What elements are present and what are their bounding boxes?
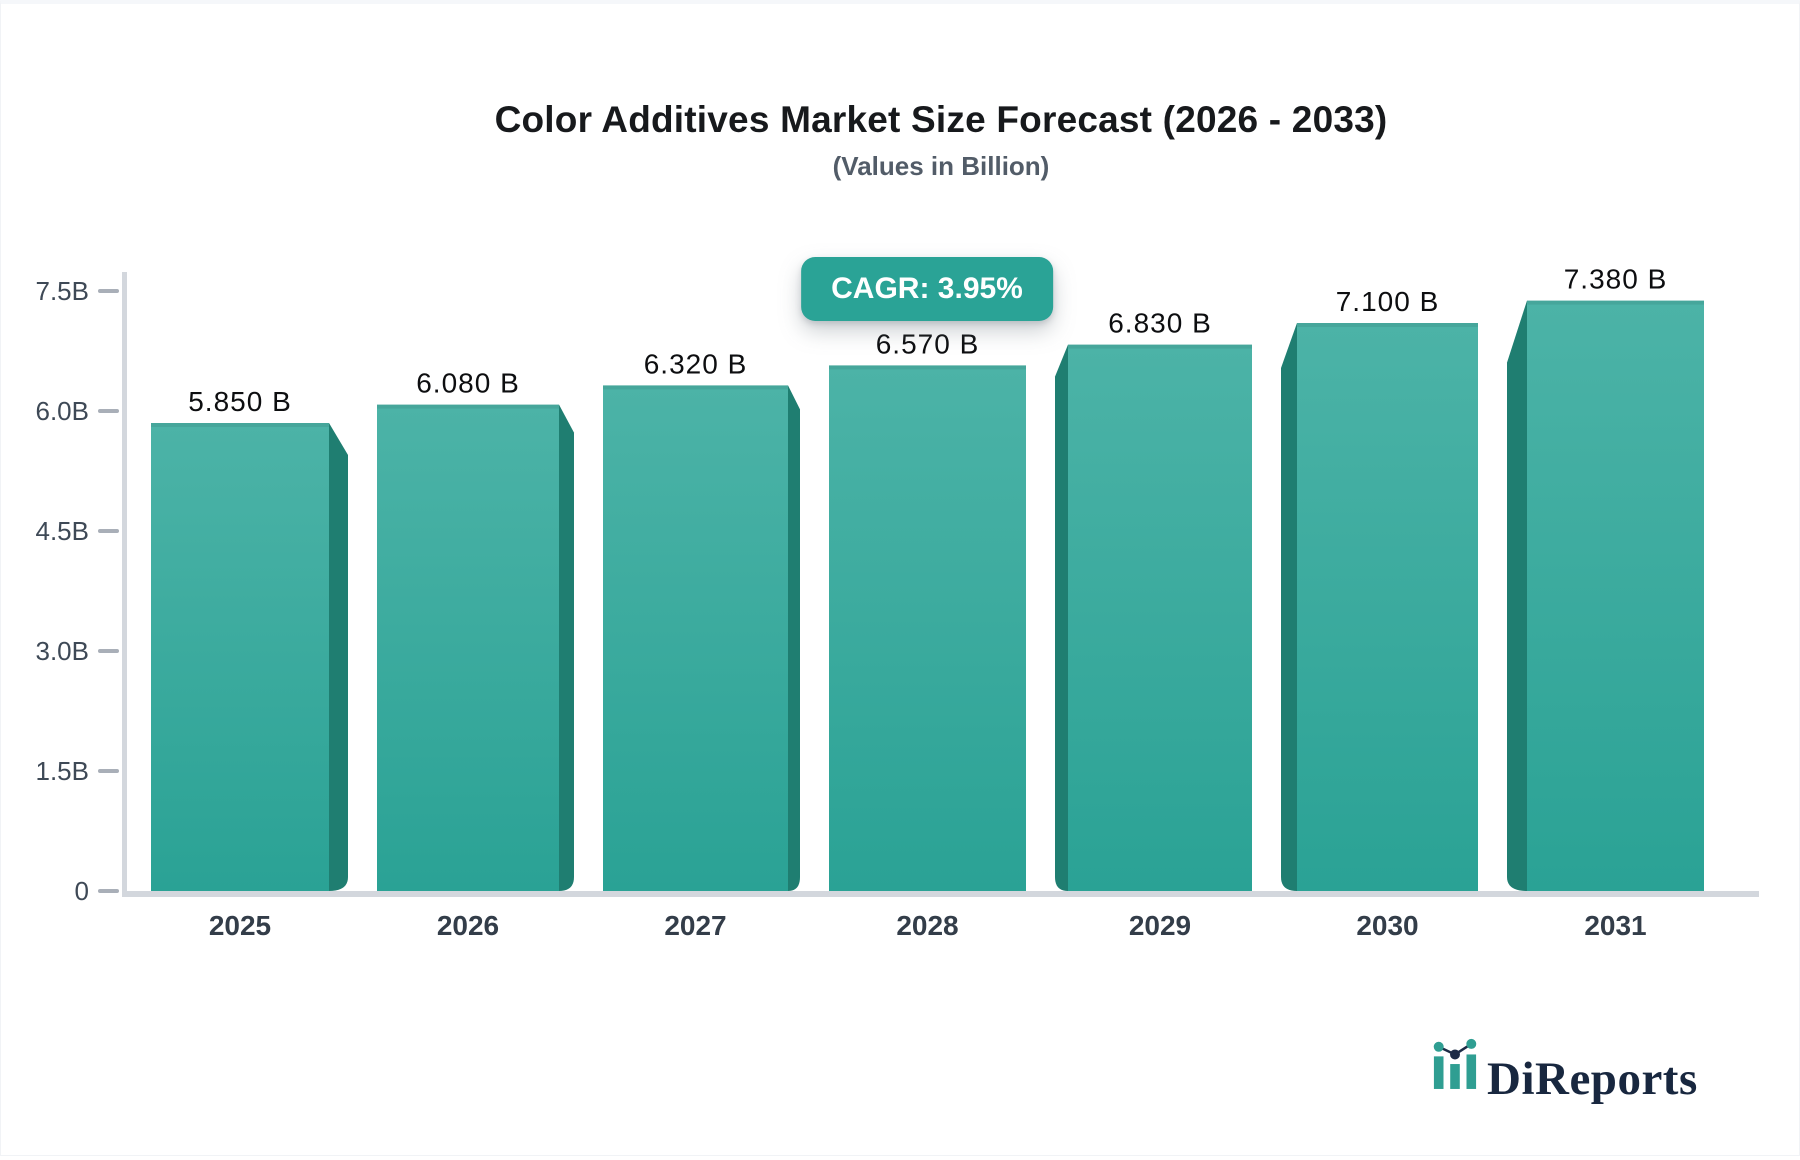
bar-side-bevel: [788, 385, 800, 891]
brand-logo-icon: [1433, 1038, 1477, 1089]
bar-top-edge: [1068, 344, 1252, 349]
y-axis-tick-label: 4.5B: [36, 516, 90, 546]
logo-dot-left: [1433, 1041, 1444, 1052]
y-axis-tick-label: 3.0B: [36, 636, 90, 666]
bar-value-label: 6.320 B: [644, 348, 748, 379]
bar-value-label: 7.100 B: [1336, 286, 1440, 317]
logo-bar-middle: [1450, 1064, 1460, 1089]
x-axis-label: 2030: [1356, 910, 1418, 941]
bar-value-label: 6.080 B: [416, 368, 520, 399]
bar: [603, 385, 788, 892]
logo-bar-right: [1466, 1054, 1477, 1089]
y-axis-line: [122, 272, 127, 897]
bar: [377, 404, 559, 892]
x-axis-line: [122, 891, 1759, 897]
bar-top-edge: [603, 385, 788, 390]
bar-group-2025: 5.850 B 2025: [151, 386, 348, 941]
y-axis-tick: [98, 289, 119, 293]
bar-side-bevel: [1055, 344, 1068, 892]
bar-side-bevel: [1281, 323, 1297, 891]
bar-top-edge: [829, 365, 1026, 370]
bar: [1527, 300, 1704, 893]
bar-group-2029: 6.830 B 2029: [1055, 308, 1252, 941]
bar-group-2030: 7.100 B 2030: [1281, 286, 1478, 941]
x-axis-label: 2026: [437, 910, 499, 941]
bar-chart-canvas: 0 1.5B 3.0B 4.5B 6.0B 7.5B 5.850 B 2025 6.080 B 2…: [36, 264, 1759, 941]
cagr-badge: CAGR: 3.95%: [801, 257, 1053, 321]
y-axis-tick-label: 7.5B: [36, 276, 90, 306]
bar-top-edge: [1297, 323, 1478, 327]
chart-subtitle: (Values in Billion): [832, 151, 1050, 181]
x-axis-label: 2031: [1584, 910, 1646, 941]
bar-value-label: 6.830 B: [1108, 308, 1212, 339]
logo-bar-left: [1433, 1056, 1444, 1089]
bar-top-edge: [1527, 300, 1704, 305]
bar: [1068, 344, 1252, 893]
x-axis-label: 2028: [896, 910, 958, 941]
y-axis-tick: [98, 769, 119, 773]
brand-logo: DiReports: [1432, 1038, 1698, 1104]
bar-value-label: 7.380 B: [1564, 264, 1668, 295]
y-axis-tick-label: 6.0B: [36, 396, 90, 426]
y-axis-tick: [98, 649, 119, 653]
brand-logo-text: DiReports: [1487, 1052, 1698, 1105]
bar: [151, 423, 329, 892]
bar-top-edge: [377, 404, 559, 409]
logo-dot-middle: [1450, 1049, 1460, 1060]
bar-side-bevel: [559, 404, 574, 891]
logo-dot-right: [1466, 1038, 1477, 1049]
y-axis-tick-label: 1.5B: [36, 756, 90, 786]
bar-side-bevel: [1507, 300, 1527, 892]
x-axis-label: 2029: [1129, 910, 1191, 941]
bar-side-bevel: [329, 423, 348, 891]
y-axis-tick: [98, 529, 119, 533]
y-axis-tick-label: 0: [75, 876, 89, 906]
bar-value-label: 6.570 B: [876, 328, 980, 359]
x-axis-label: 2027: [664, 910, 726, 941]
y-axis-tick: [98, 889, 119, 893]
bar-group-2028: 6.570 B 2028: [829, 328, 1026, 941]
y-axis-tick: [98, 409, 119, 413]
bar-group-2027: 6.320 B 2027: [603, 348, 800, 941]
bar: [829, 365, 1026, 892]
bar: [1297, 323, 1478, 892]
chart-title: Color Additives Market Size Forecast (20…: [494, 99, 1388, 140]
x-axis-label: 2025: [209, 910, 271, 941]
bar-group-2031: 7.380 B 2031: [1507, 264, 1704, 941]
bar-top-edge: [151, 423, 329, 427]
bar-value-label: 5.850 B: [188, 386, 292, 417]
bar-group-2026: 6.080 B 2026: [377, 368, 574, 941]
